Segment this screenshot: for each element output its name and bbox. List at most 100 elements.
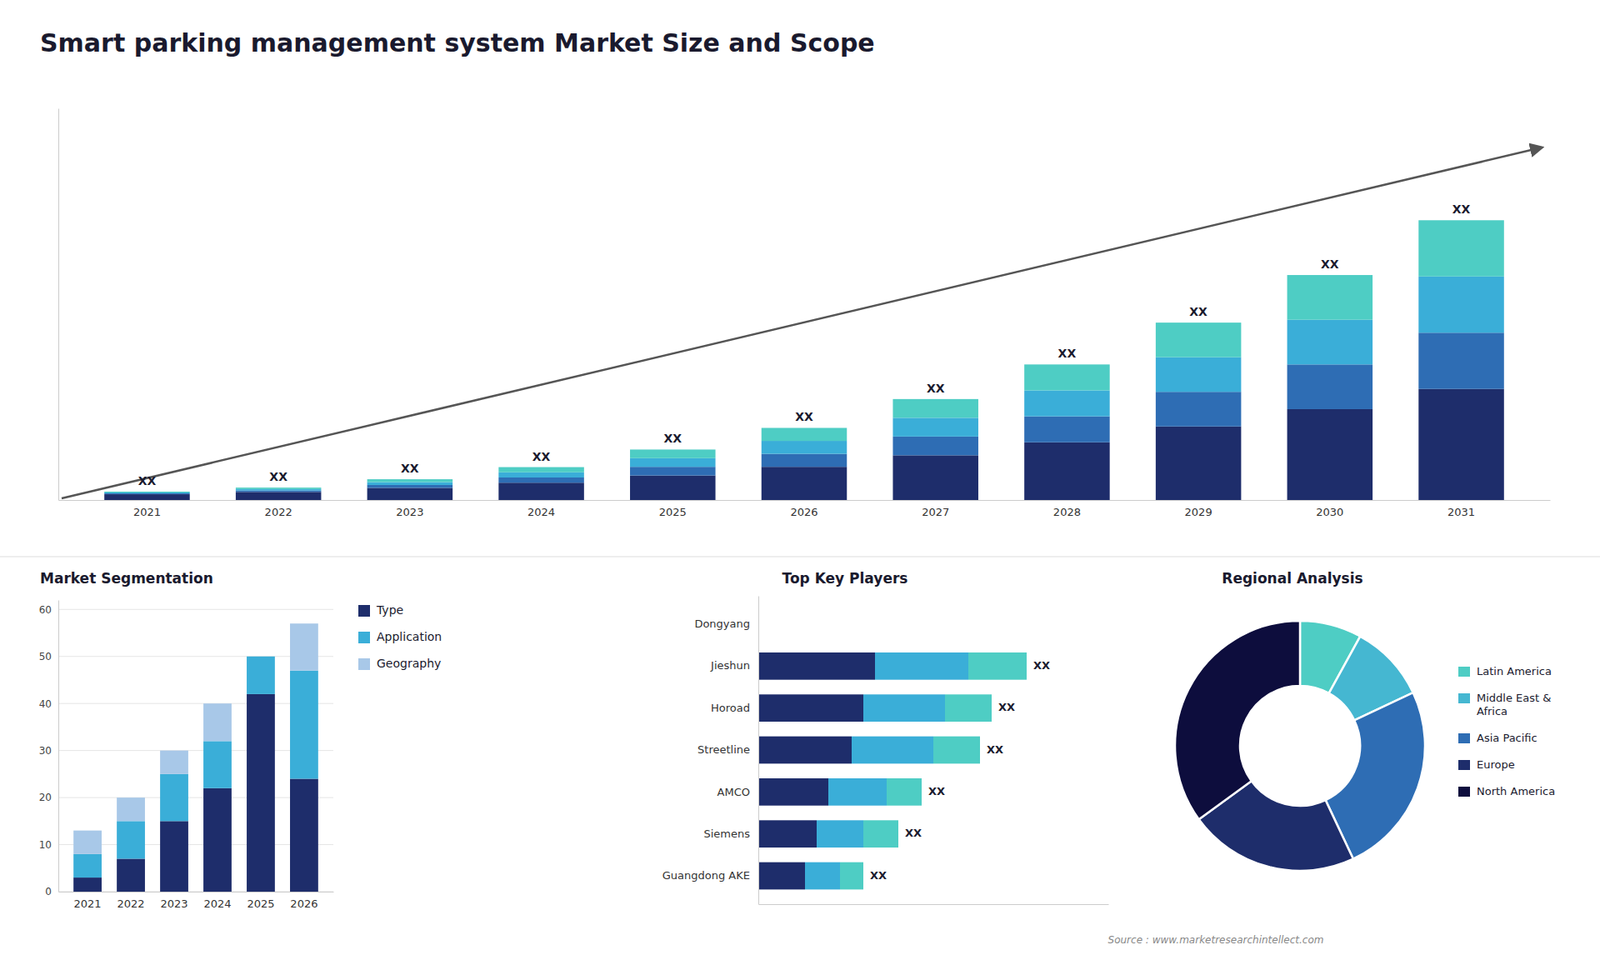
separator xyxy=(0,556,1600,558)
tick: 40 xyxy=(39,698,59,710)
bar-segment xyxy=(1155,357,1242,393)
annotation: XX xyxy=(1033,659,1050,672)
legend-label: Application xyxy=(376,630,442,644)
y-axis: DongyangJieshunHoroadStreetlineAMCOSieme… xyxy=(662,596,760,905)
bar-segment xyxy=(630,475,716,500)
dashboard: 2021202220232024202520262027202820292030… xyxy=(0,0,1600,955)
bar-segment xyxy=(630,458,716,467)
bar-segment xyxy=(761,466,848,500)
bar-segment xyxy=(290,670,319,780)
legend-label: Geography xyxy=(376,656,441,670)
bar-segment xyxy=(968,652,1027,680)
tick-label: 2022 xyxy=(265,505,293,519)
tick: Siemens xyxy=(703,827,759,840)
bar-segment xyxy=(246,656,275,695)
tick: 20 xyxy=(39,791,59,804)
annotation: XX xyxy=(986,743,1004,756)
bar-segment xyxy=(816,820,864,848)
legend-swatch xyxy=(1458,760,1470,770)
trend-arrow xyxy=(61,147,1542,499)
bar-segment xyxy=(116,858,145,892)
tick: 2021 xyxy=(133,500,161,519)
tick: 0 xyxy=(45,885,59,898)
annotation: XX xyxy=(1320,257,1340,271)
annotation: XX xyxy=(1452,202,1471,216)
tick: 2022 xyxy=(265,500,293,519)
tick: 2024 xyxy=(203,891,231,910)
bar-segment xyxy=(203,788,232,892)
bar-segment xyxy=(1287,320,1374,365)
annotation: XX xyxy=(138,474,157,488)
bar-segment xyxy=(1287,364,1374,410)
legend-swatch xyxy=(1458,666,1470,677)
bar-segment xyxy=(863,820,899,848)
tick-label: 2028 xyxy=(1053,505,1081,519)
bar-segment xyxy=(498,472,585,478)
bar-segment xyxy=(498,482,585,500)
bar-segment xyxy=(828,778,887,806)
bar-segment xyxy=(851,736,934,765)
legend-swatch xyxy=(358,605,370,617)
bar-segment xyxy=(758,694,864,722)
bar-segment xyxy=(1024,442,1110,500)
bar-segment xyxy=(498,477,585,483)
bar-segment xyxy=(933,736,980,765)
tick: 2022 xyxy=(117,891,145,910)
tick-label: 60 xyxy=(39,604,52,616)
tick: 2027 xyxy=(921,500,950,519)
tick-label: 2023 xyxy=(160,897,188,910)
bar-segment xyxy=(1418,276,1505,333)
bar-segment xyxy=(892,399,979,418)
bar-segment xyxy=(761,454,848,468)
tick-label: 2024 xyxy=(203,897,231,910)
tick-label: 2024 xyxy=(527,505,555,519)
tick: 60 xyxy=(39,604,59,616)
tick-label: 2025 xyxy=(246,897,275,910)
tick: 2024 xyxy=(527,500,555,519)
bar-segment xyxy=(761,427,848,441)
tick-label: 2022 xyxy=(117,897,145,910)
tick-label: 40 xyxy=(39,698,52,710)
bar-segment xyxy=(1418,332,1505,389)
bar-segment xyxy=(863,694,945,722)
axis-line xyxy=(58,600,60,893)
bar-segment xyxy=(875,652,969,680)
bar-segment xyxy=(367,485,454,488)
bar-segment xyxy=(235,491,322,500)
tick: Jieshun xyxy=(710,659,759,672)
bar-segment xyxy=(160,820,189,892)
annotation: XX xyxy=(663,431,682,445)
bar-segment xyxy=(840,862,864,890)
legend-label: Europe xyxy=(1476,758,1515,771)
tick-label: 2026 xyxy=(790,505,818,519)
bar-segment xyxy=(235,487,322,490)
tick: 2026 xyxy=(790,500,818,519)
tick-label: 20 xyxy=(39,791,52,804)
tick-label: 2029 xyxy=(1185,505,1213,519)
tick-label: Siemens xyxy=(703,827,750,840)
tick-label: Streetline xyxy=(697,743,750,756)
bar-segment xyxy=(246,694,275,892)
tick: 2025 xyxy=(246,891,275,910)
bar-segment xyxy=(761,440,848,455)
bar-segment xyxy=(1155,322,1242,358)
bar-segment xyxy=(1418,389,1505,500)
y-axis xyxy=(58,109,60,501)
tick: 2023 xyxy=(160,891,188,910)
tick-label: Horoad xyxy=(710,701,750,715)
tick: 2031 xyxy=(1447,500,1475,519)
slices xyxy=(1175,620,1425,871)
annotation: XX xyxy=(998,700,1015,714)
bar-segment xyxy=(892,436,979,455)
bar-segment xyxy=(1024,390,1110,416)
bar-segment xyxy=(246,655,275,657)
bar-segment xyxy=(116,797,145,821)
legend: TypeApplicationGeography xyxy=(358,603,442,670)
legend-swatch xyxy=(1458,693,1470,704)
bar-segment xyxy=(630,449,716,458)
tick: 2021 xyxy=(74,891,102,910)
bar-segment xyxy=(892,455,979,500)
grid-line xyxy=(58,609,334,610)
tick-label: Guangdong AKE xyxy=(662,869,750,882)
tick: 2026 xyxy=(290,891,318,910)
